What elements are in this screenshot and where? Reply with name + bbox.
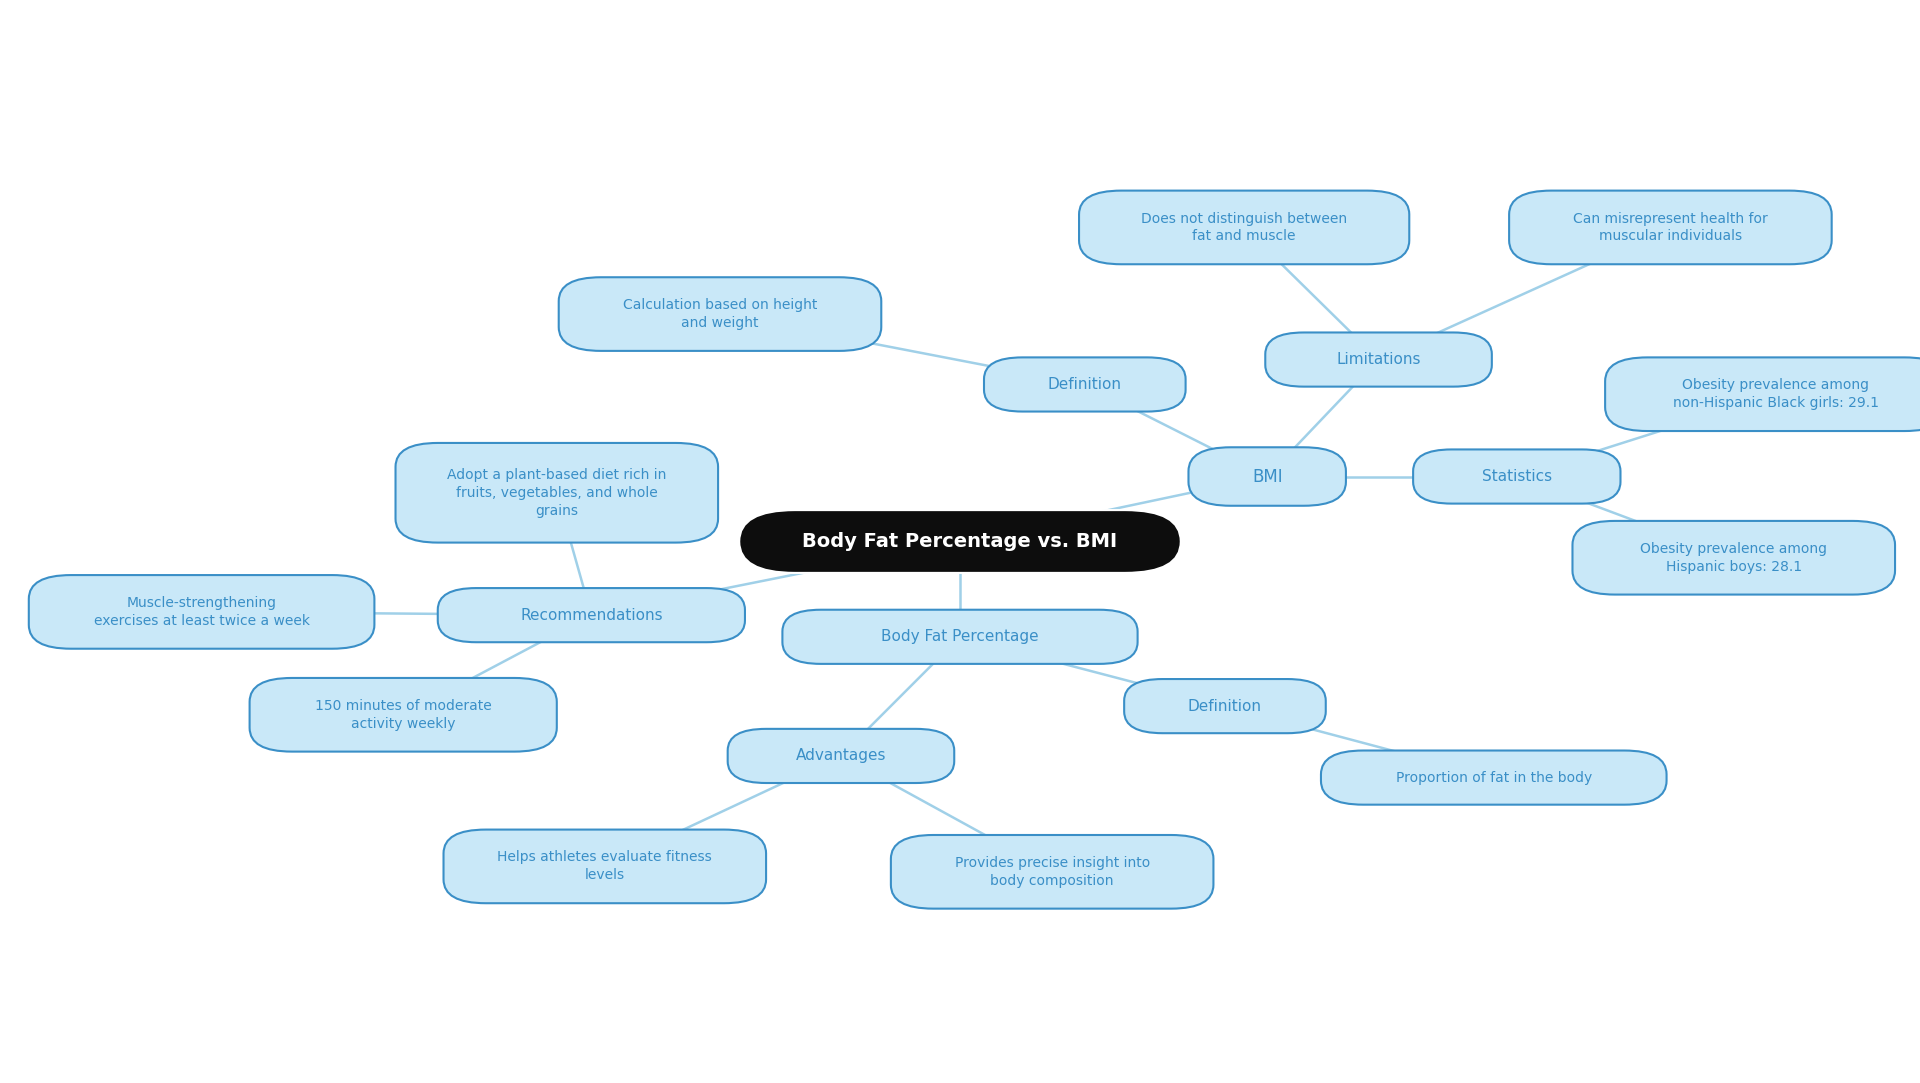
- Text: Body Fat Percentage vs. BMI: Body Fat Percentage vs. BMI: [803, 532, 1117, 551]
- FancyBboxPatch shape: [1572, 521, 1895, 595]
- FancyBboxPatch shape: [1605, 357, 1920, 431]
- Text: Body Fat Percentage: Body Fat Percentage: [881, 629, 1039, 644]
- FancyBboxPatch shape: [444, 830, 766, 903]
- Text: Recommendations: Recommendations: [520, 608, 662, 623]
- FancyBboxPatch shape: [396, 443, 718, 543]
- Text: Adopt a plant-based diet rich in
fruits, vegetables, and whole
grains: Adopt a plant-based diet rich in fruits,…: [447, 468, 666, 518]
- FancyBboxPatch shape: [1413, 449, 1620, 504]
- FancyBboxPatch shape: [739, 510, 1181, 573]
- FancyBboxPatch shape: [1125, 679, 1325, 733]
- FancyBboxPatch shape: [1509, 191, 1832, 264]
- FancyBboxPatch shape: [983, 357, 1185, 412]
- Text: Proportion of fat in the body: Proportion of fat in the body: [1396, 771, 1592, 784]
- Text: Obesity prevalence among
Hispanic boys: 28.1: Obesity prevalence among Hispanic boys: …: [1640, 542, 1828, 574]
- FancyBboxPatch shape: [783, 610, 1137, 664]
- FancyBboxPatch shape: [891, 835, 1213, 909]
- Text: BMI: BMI: [1252, 468, 1283, 485]
- Text: Does not distinguish between
fat and muscle: Does not distinguish between fat and mus…: [1140, 211, 1348, 244]
- Text: Provides precise insight into
body composition: Provides precise insight into body compo…: [954, 856, 1150, 888]
- FancyBboxPatch shape: [250, 678, 557, 752]
- FancyBboxPatch shape: [1321, 751, 1667, 805]
- Text: Definition: Definition: [1188, 699, 1261, 714]
- Text: Limitations: Limitations: [1336, 352, 1421, 367]
- FancyBboxPatch shape: [1188, 447, 1346, 506]
- FancyBboxPatch shape: [29, 575, 374, 649]
- Text: Statistics: Statistics: [1482, 469, 1551, 484]
- Text: Calculation based on height
and weight: Calculation based on height and weight: [622, 298, 818, 330]
- Text: Can misrepresent health for
muscular individuals: Can misrepresent health for muscular ind…: [1572, 211, 1768, 244]
- FancyBboxPatch shape: [559, 277, 881, 351]
- Text: Helps athletes evaluate fitness
levels: Helps athletes evaluate fitness levels: [497, 850, 712, 883]
- FancyBboxPatch shape: [1265, 332, 1492, 387]
- FancyBboxPatch shape: [1079, 191, 1409, 264]
- Text: Advantages: Advantages: [795, 748, 887, 764]
- Text: Muscle-strengthening
exercises at least twice a week: Muscle-strengthening exercises at least …: [94, 596, 309, 628]
- Text: 150 minutes of moderate
activity weekly: 150 minutes of moderate activity weekly: [315, 699, 492, 731]
- FancyBboxPatch shape: [438, 588, 745, 642]
- Text: Definition: Definition: [1048, 377, 1121, 392]
- FancyBboxPatch shape: [728, 729, 954, 783]
- Text: Obesity prevalence among
non-Hispanic Black girls: 29.1: Obesity prevalence among non-Hispanic Bl…: [1672, 378, 1880, 410]
